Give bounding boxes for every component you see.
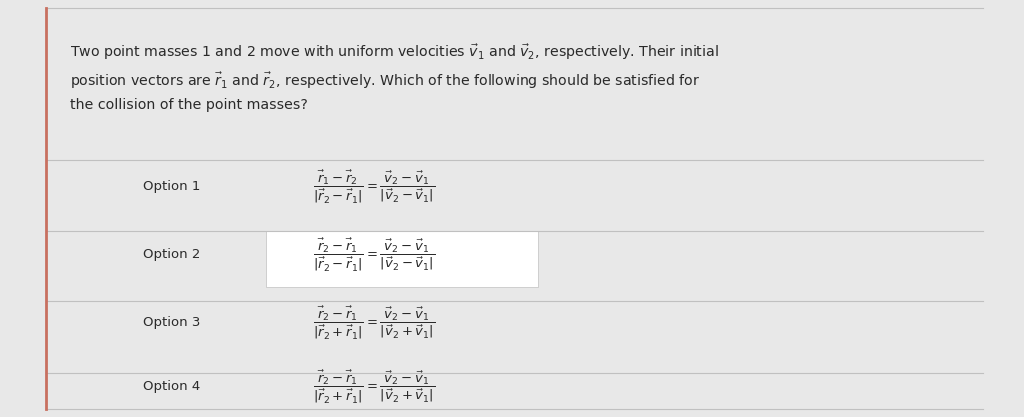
Text: $\dfrac{\vec{r}_1 - \vec{r}_2}{|\vec{r}_2 - \vec{r}_1|} = \dfrac{\vec{v}_2 - \ve: $\dfrac{\vec{r}_1 - \vec{r}_2}{|\vec{r}_… (313, 168, 435, 205)
Text: $\dfrac{\vec{r}_2 - \vec{r}_1}{|\vec{r}_2 + \vec{r}_1|} = \dfrac{\vec{v}_2 - \ve: $\dfrac{\vec{r}_2 - \vec{r}_1}{|\vec{r}_… (313, 368, 435, 405)
Text: the collision of the point masses?: the collision of the point masses? (70, 98, 307, 113)
Text: $\dfrac{\vec{r}_2 - \vec{r}_1}{|\vec{r}_2 - \vec{r}_1|} = \dfrac{\vec{v}_2 - \ve: $\dfrac{\vec{r}_2 - \vec{r}_1}{|\vec{r}_… (313, 236, 435, 273)
Text: Option 1: Option 1 (143, 180, 201, 193)
Text: position vectors are $\vec{r}_1$ and $\vec{r}_2$, respectively. Which of the fol: position vectors are $\vec{r}_1$ and $\v… (70, 70, 699, 91)
Text: Two point masses 1 and 2 move with uniform velocities $\vec{v}_1$ and $\vec{v}_2: Two point masses 1 and 2 move with unifo… (70, 43, 718, 62)
Text: Option 3: Option 3 (143, 316, 201, 329)
Text: Option 4: Option 4 (143, 380, 201, 393)
Text: Option 2: Option 2 (143, 248, 201, 261)
FancyBboxPatch shape (266, 231, 538, 286)
Text: $\dfrac{\vec{r}_2 - \vec{r}_1}{|\vec{r}_2 + \vec{r}_1|} = \dfrac{\vec{v}_2 - \ve: $\dfrac{\vec{r}_2 - \vec{r}_1}{|\vec{r}_… (313, 304, 435, 341)
